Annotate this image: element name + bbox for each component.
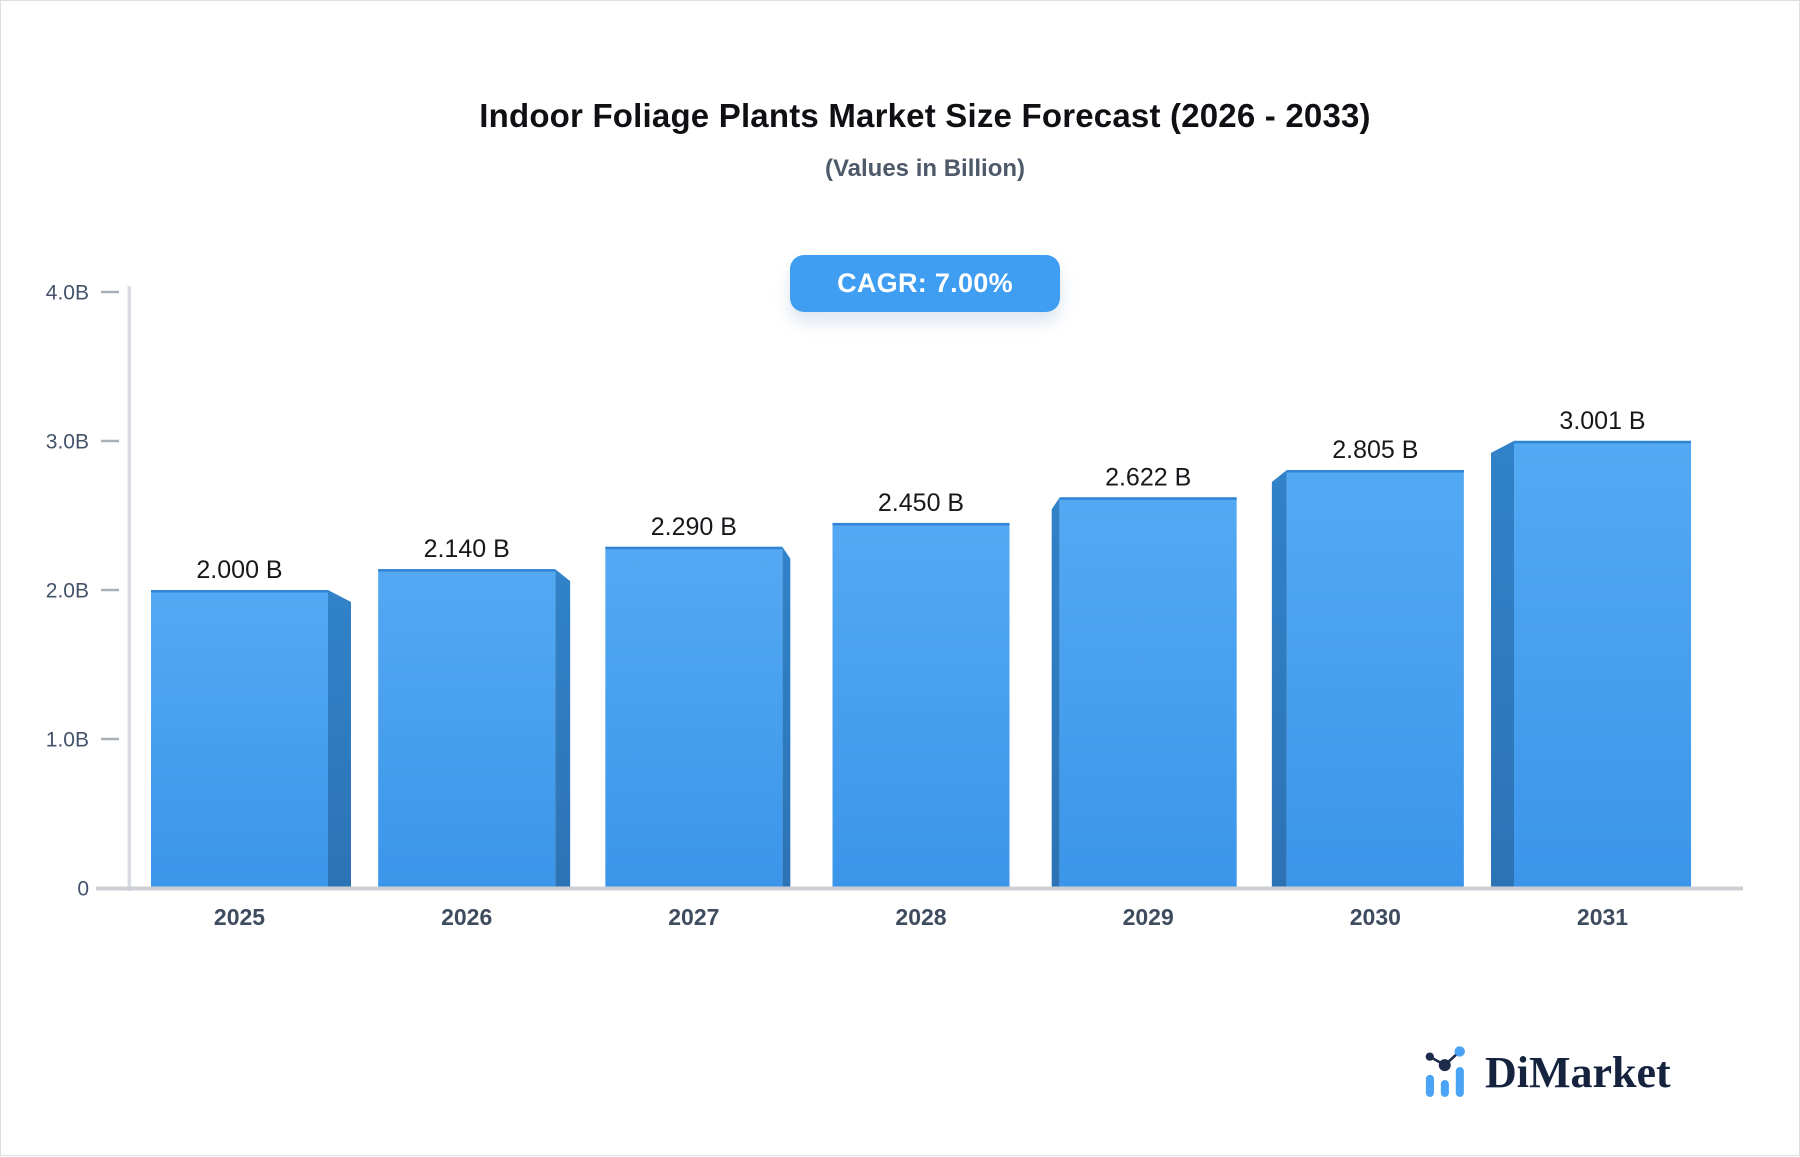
bar-side-face: [1051, 497, 1060, 888]
y-axis-tick-label: 1.0B: [46, 729, 89, 752]
chart-title: Indoor Foliage Plants Market Size Foreca…: [479, 97, 1371, 134]
bar-value-label: 2.450 B: [878, 489, 964, 517]
x-axis-baseline: [96, 886, 1743, 891]
bar: [605, 546, 783, 888]
y-axis-tick-label: 3.0B: [46, 431, 89, 454]
bar-value-label: 2.140 B: [424, 535, 510, 563]
cagr-badge: CAGR: 7.00%: [790, 255, 1060, 312]
x-axis-label: 2027: [668, 904, 719, 930]
x-axis-label: 2028: [895, 904, 946, 930]
bar-top-edge: [151, 590, 328, 593]
bar-top-edge: [1059, 497, 1237, 500]
y-axis-tick: [101, 290, 119, 294]
chart-render-root: 4.0B 3.0B 2.0B 1.0B 0 2.000 B 2025 2.140 B 2026 2…: [46, 282, 1743, 930]
brand-logo-text: DiMarket: [1485, 1048, 1671, 1097]
y-axis-line: [127, 286, 131, 891]
bar-value-label: 2.805 B: [1332, 436, 1418, 464]
chart-header: Indoor Foliage Plants Market Size Foreca…: [1, 1, 1799, 183]
x-axis-label: 2026: [441, 904, 492, 930]
bar-side-face: [1271, 470, 1287, 888]
bar: [1286, 470, 1464, 888]
y-axis-tick: [101, 439, 119, 443]
bar: [1514, 440, 1692, 888]
x-axis-label: 2025: [214, 904, 265, 930]
bar: [1059, 497, 1237, 888]
y-axis-tick-label: 2.0B: [46, 580, 89, 603]
bar-side-face: [1491, 440, 1515, 888]
bar-top-edge: [1286, 470, 1464, 473]
bar-top-edge: [605, 546, 783, 550]
x-axis-label: 2030: [1350, 904, 1401, 930]
y-axis-tick: [101, 737, 119, 741]
cagr-badge-label: CAGR: 7.00%: [837, 268, 1013, 298]
y-axis-tick: [101, 588, 119, 592]
bar-top-edge: [1514, 440, 1692, 444]
x-axis-label: 2031: [1577, 904, 1628, 930]
bar: [378, 569, 556, 888]
logo-chart-icon: [1425, 1046, 1465, 1097]
bar-value-label: 2.622 B: [1105, 463, 1191, 491]
x-axis-label: 2029: [1123, 904, 1174, 930]
bar-top-edge: [832, 522, 1010, 526]
brand-logo: DiMarket: [1422, 1041, 1671, 1097]
bar-side-face: [555, 569, 571, 888]
y-axis-tick-label: 0: [77, 878, 89, 901]
bar-value-label: 2.000 B: [196, 556, 282, 584]
bar-side-face: [782, 546, 791, 888]
bar-top-edge: [378, 569, 556, 572]
bar: [832, 522, 1010, 888]
chart-subtitle: (Values in Billion): [824, 155, 1026, 182]
bar-side-face: [328, 590, 351, 888]
bar-value-label: 3.001 B: [1559, 407, 1645, 435]
bar-value-label: 2.290 B: [651, 513, 737, 541]
bar: [151, 590, 328, 888]
y-axis-tick-label: 4.0B: [46, 282, 89, 305]
